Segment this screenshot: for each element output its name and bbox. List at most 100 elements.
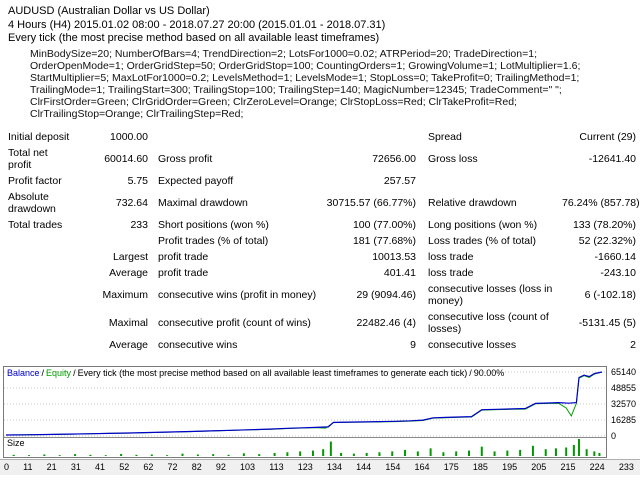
parameters-block: MinBodySize=20; NumberOfBars=4; TrendDir… xyxy=(30,47,581,120)
report-label: Short positions (won %) xyxy=(158,218,269,231)
report-label: loss trade xyxy=(428,250,474,263)
report-label: Gross profit xyxy=(158,152,213,165)
report-label xyxy=(8,343,72,347)
report-value: 72656.00 xyxy=(372,152,416,165)
report-value: 181 (77.68%) xyxy=(352,234,416,247)
report-label: Maximal drawdown xyxy=(158,196,248,209)
report-label xyxy=(148,135,324,139)
x-axis-tick: 0 xyxy=(4,462,10,472)
x-axis-tick: 21 xyxy=(46,462,57,472)
report-value: 100 (77.00%) xyxy=(352,218,416,231)
report-label: Spread xyxy=(428,130,462,143)
report-value: 2 xyxy=(630,338,636,351)
x-axis-tick: 205 xyxy=(531,462,547,472)
report-label xyxy=(8,293,72,297)
report-value: 9 xyxy=(410,338,416,351)
x-axis-tick: 92 xyxy=(215,462,226,472)
report-value: 233 xyxy=(130,218,148,231)
report-label: consecutive wins (profit in money) xyxy=(158,288,317,301)
report-label: Profit factor xyxy=(8,174,62,187)
report-value xyxy=(324,135,416,139)
x-axis-tick: 103 xyxy=(240,462,256,472)
volume-panel-label: Size xyxy=(7,438,25,448)
report-label: profit trade xyxy=(158,266,209,279)
period-line: 4 Hours (H4) 2015.01.02 08:00 - 2018.07.… xyxy=(8,18,386,31)
x-axis-tick: 62 xyxy=(143,462,154,472)
x-axis-tick: 224 xyxy=(589,462,605,472)
y-axis-tick: 16285 xyxy=(611,415,637,425)
report-value: 30715.57 (66.77%) xyxy=(326,196,416,209)
report-value: Average xyxy=(109,266,148,279)
report-label xyxy=(416,179,562,183)
y-axis-tick: 32570 xyxy=(611,399,637,409)
report-label: Profit trades (% of total) xyxy=(158,234,269,247)
report-value xyxy=(562,179,636,183)
x-axis-tick: 72 xyxy=(167,462,178,472)
report-label: Relative drawdown xyxy=(428,196,517,209)
report-value: Current (29) xyxy=(579,130,636,143)
legend-equity: Equity xyxy=(46,368,72,378)
report-table: Initial deposit 1000.00 Spread Current (29)… xyxy=(8,129,640,353)
x-axis-tick: 134 xyxy=(326,462,342,472)
legend-separator-2: / xyxy=(73,368,76,378)
report-label xyxy=(8,271,72,275)
x-axis-tick: 185 xyxy=(472,462,488,472)
report-value: Maximum xyxy=(102,288,148,301)
report-value: 29 (9094.46) xyxy=(356,288,416,301)
y-axis-labels: 65140 48855 32570 16285 0 xyxy=(611,367,637,459)
report-value: 1000.00 xyxy=(110,130,148,143)
x-axis-tick: 41 xyxy=(95,462,106,472)
report-value: 52 (22.32%) xyxy=(578,234,636,247)
report-label: Total trades xyxy=(8,218,63,231)
report-label: consecutive profit (count of wins) xyxy=(158,316,311,329)
balance-chart: Balance / Equity / Every tick (the most prec… xyxy=(3,366,637,458)
report-value: 6 (-102.18) xyxy=(584,288,636,301)
report-label: Absolute drawdown xyxy=(8,190,56,215)
report-label: Loss trades (% of total) xyxy=(428,234,536,247)
report-label xyxy=(8,239,72,243)
y-axis-tick: 65140 xyxy=(611,367,637,377)
x-axis-tick: 144 xyxy=(356,462,372,472)
report-label: consecutive wins xyxy=(158,338,238,351)
legend-separator-3: / xyxy=(469,368,472,378)
report-label xyxy=(8,321,72,325)
x-axis-tick: 82 xyxy=(191,462,202,472)
x-axis-tick: 52 xyxy=(119,462,130,472)
legend-quality: 90.00% xyxy=(473,368,505,378)
report-value: -12641.40 xyxy=(588,152,636,165)
report-label: consecutive loss (count of losses) xyxy=(428,310,549,335)
report-value: 401.41 xyxy=(383,266,416,279)
report-value: 257.57 xyxy=(383,174,416,187)
report-label: Total net profit xyxy=(8,146,48,171)
report-label: consecutive losses (loss in money) xyxy=(428,282,553,307)
report-value: Largest xyxy=(112,250,148,263)
report-label: Long positions (won %) xyxy=(428,218,538,231)
x-axis-tick: 154 xyxy=(385,462,401,472)
x-axis-tick: 123 xyxy=(297,462,313,472)
x-axis-tick: 195 xyxy=(502,462,518,472)
x-axis-tick: 31 xyxy=(70,462,81,472)
chart-plot-area: Balance / Equity / Every tick (the most prec… xyxy=(3,366,607,458)
chart-legend: Balance / Equity / Every tick (the most prec… xyxy=(7,368,603,379)
report-label xyxy=(8,255,72,259)
report-value: 5.75 xyxy=(127,174,148,187)
y-axis-tick: 48855 xyxy=(611,383,637,393)
legend-model: Every tick (the most precise method base… xyxy=(77,368,468,378)
symbol-line: AUDUSD (Australian Dollar vs US Dollar) xyxy=(8,5,210,17)
report-value: Average xyxy=(109,338,148,351)
model-line: Every tick (the most precise method base… xyxy=(8,32,380,44)
report-value: -5131.45 (5) xyxy=(578,316,636,329)
report-value: 10013.53 xyxy=(372,250,416,263)
report-header: AUDUSD (Australian Dollar vs US Dollar) … xyxy=(0,0,640,120)
x-axis-tick: 164 xyxy=(414,462,430,472)
report-value xyxy=(72,239,148,243)
report-value: 76.24% (857.78) xyxy=(562,196,640,209)
report-value: 22482.46 (4) xyxy=(356,316,416,329)
report-value: 60014.60 xyxy=(104,152,148,165)
report-label: loss trade xyxy=(428,266,474,279)
y-axis-tick: 0 xyxy=(611,431,617,441)
report-value: 732.64 xyxy=(115,196,148,209)
report-label: consecutive losses xyxy=(428,338,517,351)
chart-svg xyxy=(4,371,606,456)
